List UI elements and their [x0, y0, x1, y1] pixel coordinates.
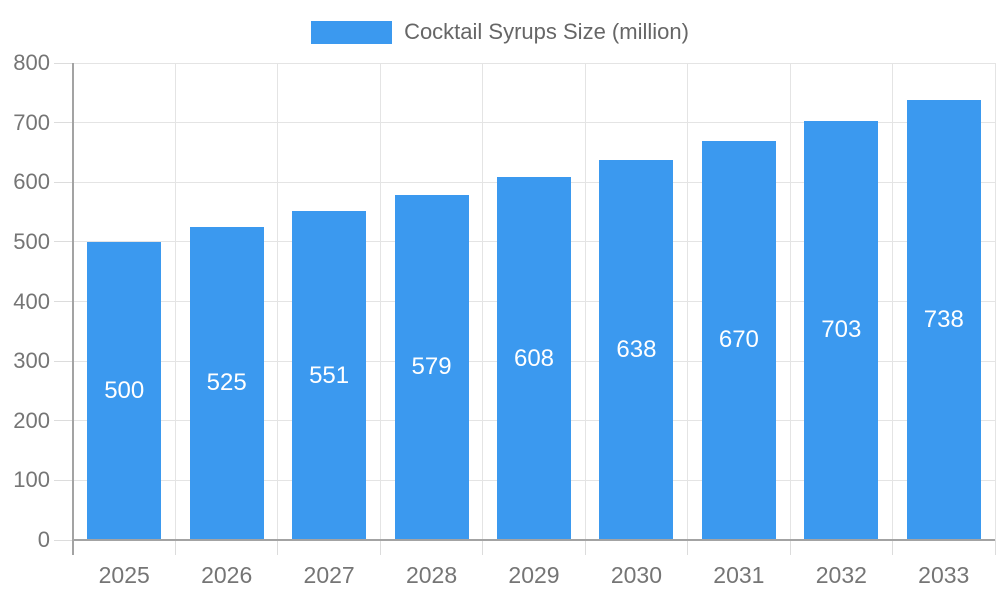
y-axis-tick-label: 600	[13, 169, 50, 195]
bar-value-label: 579	[411, 353, 452, 381]
bar-value-label: 551	[309, 361, 350, 389]
bar-value-label: 670	[718, 326, 759, 354]
y-axis-tick-label: 300	[13, 348, 50, 374]
y-axis-tick	[54, 539, 73, 541]
x-gridline	[482, 63, 484, 540]
bar-value-label: 500	[104, 376, 145, 404]
x-axis-tick	[892, 540, 894, 555]
legend-label: Cocktail Syrups Size (million)	[404, 19, 689, 44]
x-axis-tick	[584, 540, 586, 555]
x-axis-tick-label: 2033	[918, 562, 970, 588]
y-axis-line	[72, 63, 74, 555]
bar	[394, 194, 469, 540]
y-axis-tick	[54, 62, 73, 64]
bar-value-label: 525	[206, 369, 247, 397]
x-axis-line	[73, 539, 995, 541]
x-axis-tick	[277, 540, 279, 555]
bar-value-label: 703	[821, 316, 862, 344]
x-gridline	[892, 63, 894, 540]
y-axis-tick-label: 200	[13, 407, 50, 433]
y-axis-tick-label: 0	[37, 527, 50, 552]
x-axis-tick	[687, 540, 689, 555]
bar	[701, 140, 776, 540]
bar	[804, 120, 879, 540]
y-axis-tick	[54, 301, 73, 302]
y-axis-tick-label: 100	[13, 467, 50, 493]
y-axis-tick	[54, 360, 73, 362]
x-axis-tick-label: 2028	[405, 562, 458, 588]
x-axis-tick-label: 2030	[610, 562, 663, 588]
x-axis-tick-label: 2027	[303, 562, 355, 588]
x-axis-tick-label: 2025	[98, 562, 150, 588]
bar-value-label: 638	[616, 335, 657, 363]
y-axis-tick	[54, 479, 73, 481]
bar	[599, 159, 674, 540]
y-axis-tick-label: 400	[13, 288, 50, 314]
y-axis-tick-label: 500	[13, 228, 50, 254]
y-gridline	[73, 122, 995, 124]
x-gridline	[379, 63, 381, 540]
y-axis-tick-label: 800	[13, 50, 50, 75]
y-axis-tick	[54, 181, 73, 183]
y-axis-tick	[54, 420, 73, 422]
x-gridline	[174, 63, 176, 540]
x-axis-tick-label: 2029	[508, 562, 560, 588]
x-gridline	[584, 63, 586, 540]
bar	[292, 211, 367, 540]
x-axis-tick	[174, 540, 176, 555]
legend-swatch-icon	[311, 20, 393, 44]
x-gridline	[789, 63, 791, 540]
y-axis-tick	[54, 241, 73, 243]
bar	[906, 99, 981, 540]
bar	[497, 177, 571, 540]
x-axis-tick	[482, 540, 484, 555]
bar-value-label: 608	[513, 344, 555, 372]
x-axis-tick-label: 2031	[713, 562, 765, 588]
x-gridline	[687, 63, 689, 540]
x-gridline	[994, 63, 996, 540]
bar	[87, 241, 162, 540]
x-axis-tick	[994, 540, 996, 555]
bar	[189, 226, 264, 540]
y-axis-tick	[54, 122, 73, 124]
x-axis-tick	[789, 540, 791, 555]
x-gridline	[277, 63, 279, 540]
y-axis-tick-label: 700	[13, 109, 50, 135]
x-axis-tick	[379, 540, 381, 555]
x-axis-tick-label: 2026	[201, 562, 253, 588]
legend[interactable]: Cocktail Syrups Size (million)	[0, 19, 1000, 45]
bar-value-label: 738	[923, 305, 964, 333]
y-gridline	[73, 62, 995, 64]
x-axis-tick-label: 2032	[815, 562, 867, 588]
